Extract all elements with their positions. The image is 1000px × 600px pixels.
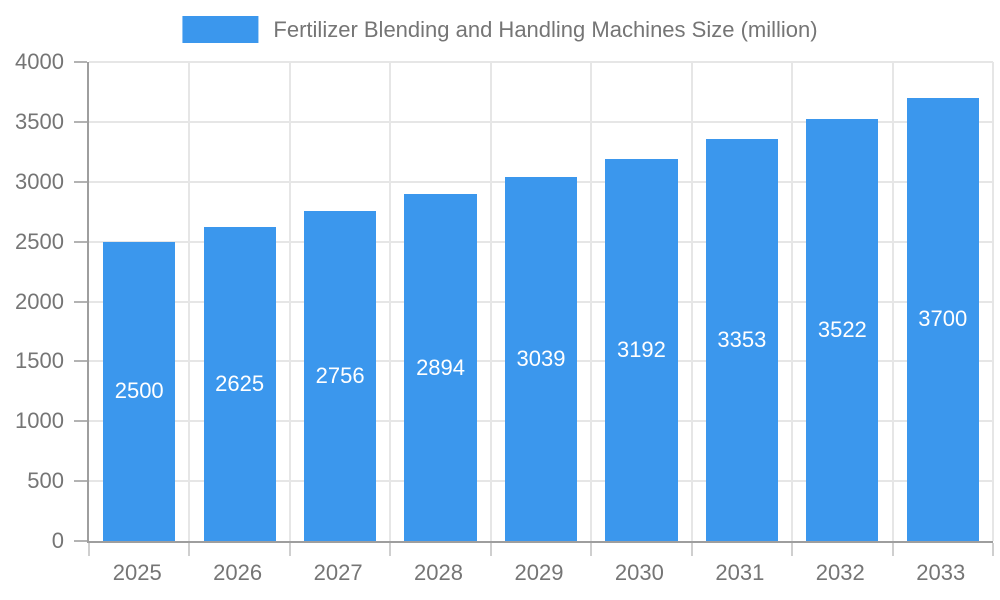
h-gridline — [89, 120, 993, 123]
y-axis-label: 500 — [27, 468, 64, 494]
y-axis-tick — [74, 360, 87, 363]
v-gridline — [489, 62, 492, 541]
bar-2026[interactable]: 2625 — [203, 226, 276, 541]
v-gridline — [992, 62, 994, 541]
bar-value-label: 2500 — [114, 378, 164, 404]
y-axis-label: 3000 — [15, 168, 64, 194]
x-axis-label: 2031 — [715, 560, 765, 585]
v-gridline — [891, 62, 894, 541]
y-axis-label: 2000 — [15, 288, 64, 314]
x-axis: 2025 2026 2027 2028 2029 2030 2031 2032 2033 — [87, 545, 991, 590]
x-axis-label: 2028 — [414, 560, 463, 585]
y-axis-label: 3500 — [15, 108, 64, 134]
x-axis-label: 2030 — [614, 560, 664, 585]
v-gridline — [590, 62, 593, 541]
bar-value-label: 3192 — [616, 336, 666, 362]
bar-value-label: 2625 — [215, 370, 265, 396]
x-axis-tick — [590, 543, 593, 556]
bar-2027[interactable]: 2756 — [303, 210, 377, 541]
x-axis-tick — [88, 543, 90, 556]
v-gridline — [389, 62, 392, 541]
bar-2028[interactable]: 2894 — [404, 194, 477, 541]
y-axis-label: 1000 — [15, 408, 64, 434]
x-axis-label: 2033 — [916, 560, 966, 585]
x-axis-tick — [690, 543, 693, 556]
plot-area: 2500 2625 2756 2894 3039 3192 3353 3522 3700 — [87, 61, 994, 556]
y-axis-tick — [74, 420, 87, 423]
v-gridline — [690, 62, 693, 541]
v-gridline — [188, 62, 191, 541]
x-axis-label: 2026 — [213, 560, 263, 585]
legend-label: Fertilizer Blending and Handling Machine… — [273, 16, 818, 42]
x-axis-label: 2032 — [815, 560, 865, 585]
y-axis-label: 4000 — [15, 49, 64, 74]
y-axis-tick — [74, 240, 87, 243]
h-gridline — [89, 61, 993, 63]
x-axis-tick — [288, 543, 291, 556]
bar-2025[interactable]: 2500 — [103, 241, 176, 541]
v-gridline — [288, 62, 291, 541]
y-axis-label: 0 — [51, 528, 64, 553]
x-axis-label: 2029 — [514, 560, 564, 585]
x-axis-tick — [791, 543, 794, 556]
bar-value-label: 3039 — [516, 346, 566, 372]
x-axis-label: 2027 — [313, 560, 363, 585]
x-axis-tick — [489, 543, 492, 556]
y-axis-label: 1500 — [15, 348, 64, 374]
y-axis-tick — [74, 300, 87, 303]
bar-2033[interactable]: 3700 — [906, 97, 979, 541]
x-axis-tick — [188, 543, 191, 556]
y-axis-tick — [74, 540, 87, 542]
bar-value-label: 2756 — [315, 362, 365, 388]
bar-value-label: 3700 — [918, 306, 968, 332]
chart-legend[interactable]: Fertilizer Blending and Handling Machine… — [182, 16, 818, 43]
y-axis-tick — [74, 480, 87, 483]
bar-value-label: 3353 — [717, 327, 767, 353]
bar-value-label: 3522 — [817, 317, 867, 343]
bar-2031[interactable]: 3353 — [705, 139, 779, 541]
bar-2029[interactable]: 3039 — [504, 177, 578, 541]
bar-2032[interactable]: 3522 — [806, 119, 879, 541]
y-axis-tick — [74, 180, 87, 183]
y-axis-tick — [74, 61, 87, 63]
legend-swatch — [182, 16, 259, 43]
y-axis-label: 2500 — [15, 228, 64, 254]
bar-value-label: 2894 — [416, 354, 466, 380]
y-axis-tick — [74, 120, 87, 123]
y-axis: 0 500 1000 1500 2000 2500 3000 3500 4000 — [0, 51, 87, 552]
x-axis-tick — [389, 543, 392, 556]
v-gridline — [791, 62, 794, 541]
x-axis-label: 2025 — [112, 560, 162, 585]
bar-2030[interactable]: 3192 — [605, 158, 678, 541]
x-axis-tick — [891, 543, 894, 556]
x-axis-tick — [992, 543, 994, 556]
